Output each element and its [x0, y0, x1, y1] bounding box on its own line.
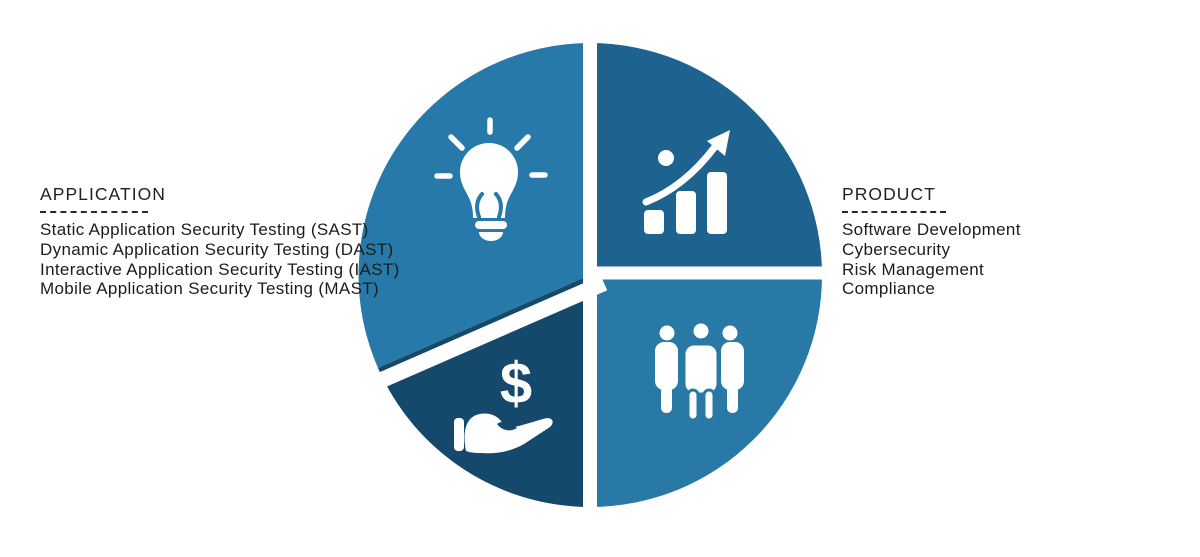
- application-heading: APPLICATION: [40, 184, 166, 204]
- lightbulb-icon: [434, 117, 548, 241]
- product-item: Cybersecurity: [842, 239, 951, 259]
- growth-chart-icon: [642, 130, 730, 234]
- application-items: Static Application Security Testing (SAS…: [40, 220, 460, 299]
- product-items: Software Development Cybersecurity Risk …: [842, 220, 1200, 299]
- heading-underline: [842, 211, 946, 213]
- product-item: Software Development: [842, 220, 1021, 239]
- application-item: Interactive Application Security Testing…: [40, 259, 400, 279]
- product-item: Compliance: [842, 279, 936, 299]
- people-icon: [655, 320, 744, 422]
- hand-thumb-notch: [497, 421, 517, 431]
- application-item: Mobile Application Security Testing (MAS…: [40, 279, 379, 299]
- segment-bottom-left: [378, 275, 590, 507]
- dollar-symbol: $: [500, 351, 532, 416]
- product-item: Risk Management: [842, 259, 985, 279]
- product-heading: PRODUCT: [842, 184, 936, 204]
- application-item: Dynamic Application Security Testing (DA…: [40, 239, 394, 259]
- lightbulb-filament: [475, 192, 503, 219]
- heading-underline: [40, 211, 148, 213]
- product-panel: PRODUCT Software Development Cybersecuri…: [842, 184, 1200, 299]
- application-panel: APPLICATION Static Application Security …: [40, 184, 460, 299]
- application-item: Static Application Security Testing (SAS…: [40, 220, 369, 239]
- hand-dollar-icon: $: [454, 351, 553, 454]
- segment-gaps: [348, 25, 845, 530]
- gap-diagonal-left: [348, 275, 608, 401]
- people-middle-figure: [682, 320, 720, 422]
